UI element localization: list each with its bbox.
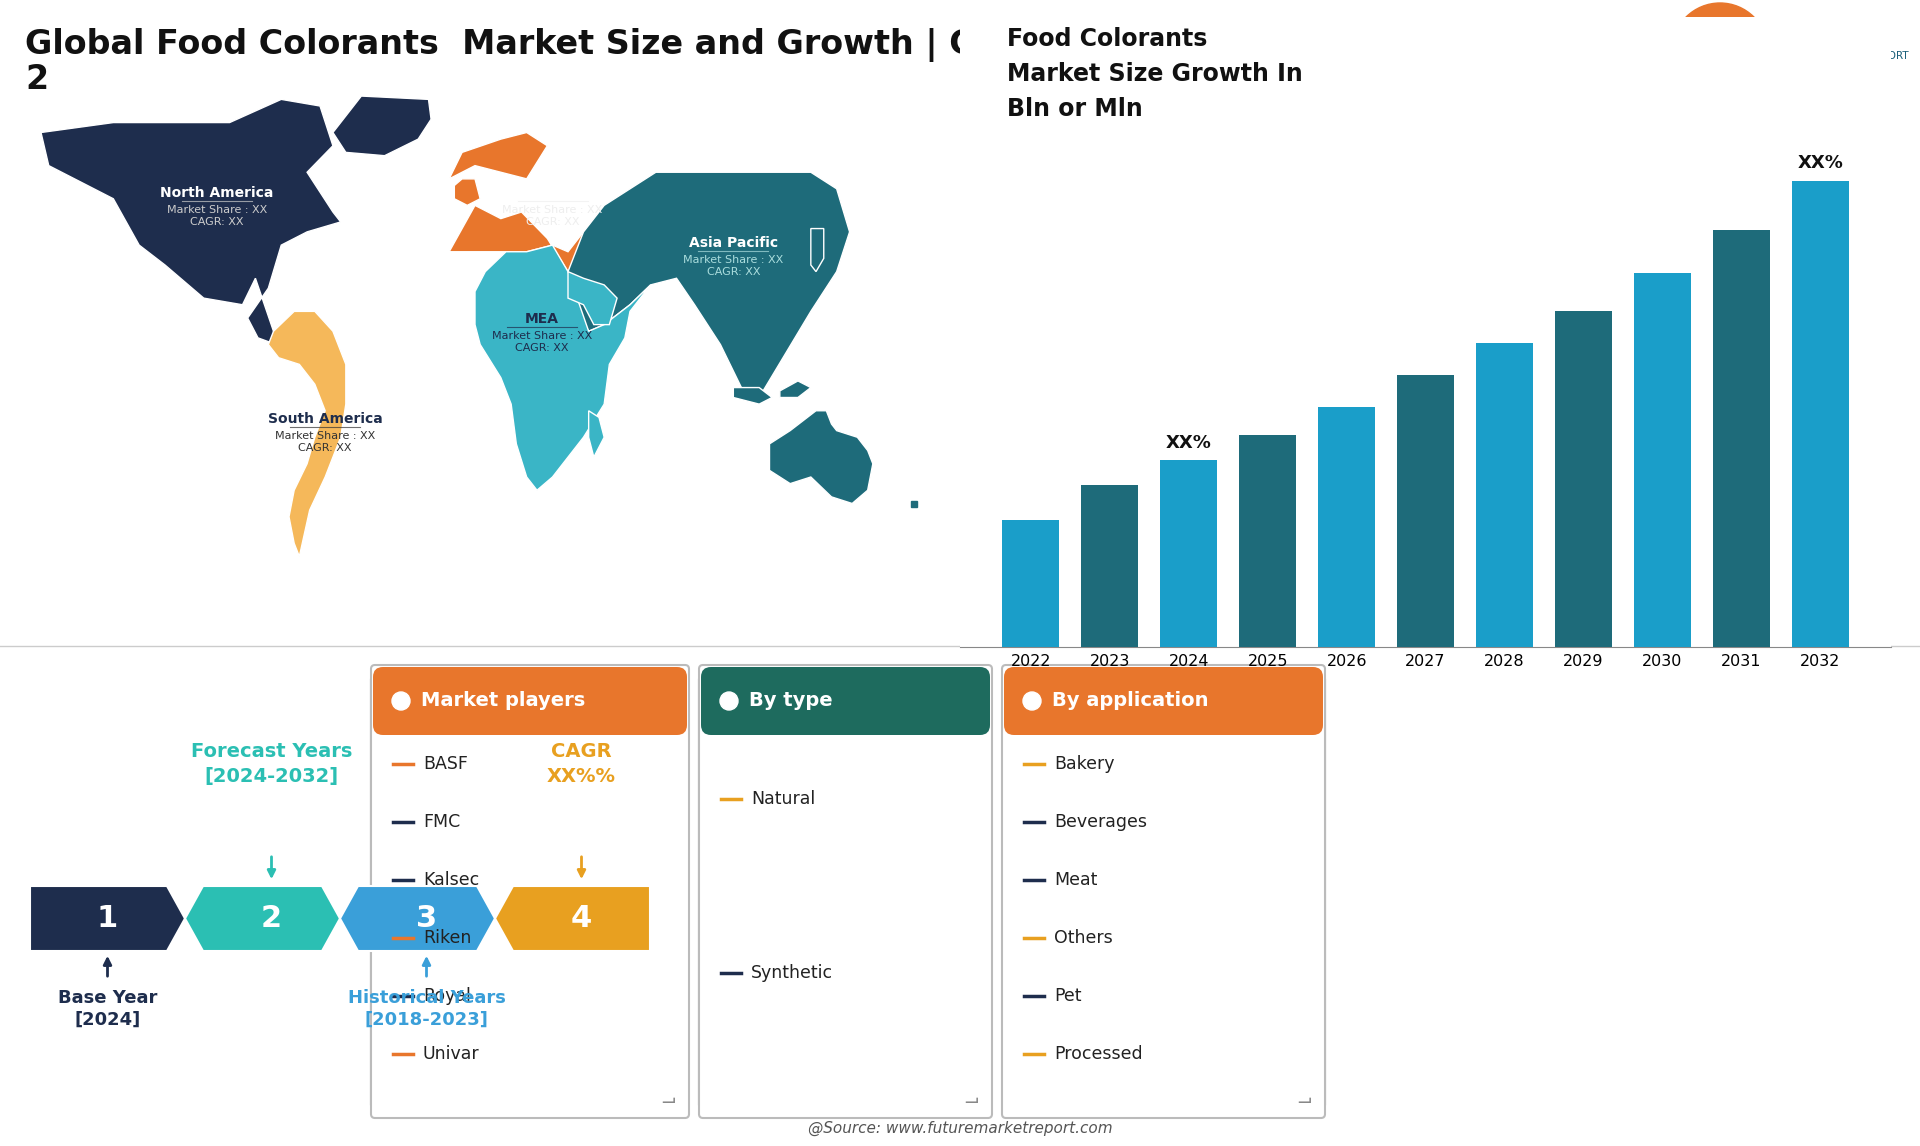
FancyBboxPatch shape bbox=[1004, 667, 1323, 735]
Circle shape bbox=[1023, 692, 1041, 711]
Text: CAGR: XX: CAGR: XX bbox=[515, 344, 568, 353]
Text: Global Food Colorants  Market Size and Growth | CAGR Forecast 2024-203: Global Food Colorants Market Size and Gr… bbox=[25, 28, 1413, 62]
Polygon shape bbox=[474, 245, 651, 490]
Bar bbox=[1713, 230, 1770, 647]
Text: 2: 2 bbox=[25, 63, 48, 96]
Text: 2: 2 bbox=[261, 904, 282, 933]
Text: CAGR: XX: CAGR: XX bbox=[298, 442, 351, 453]
FancyBboxPatch shape bbox=[372, 667, 687, 735]
Polygon shape bbox=[40, 100, 340, 345]
Text: By application: By application bbox=[1052, 691, 1208, 711]
Bar bbox=[1319, 407, 1375, 647]
Text: Kalsec: Kalsec bbox=[422, 871, 480, 889]
Polygon shape bbox=[568, 272, 616, 324]
Text: @Source: www.futuremarketreport.com: @Source: www.futuremarketreport.com bbox=[808, 1121, 1112, 1136]
Circle shape bbox=[392, 692, 411, 711]
Text: Pet: Pet bbox=[1054, 987, 1081, 1005]
Text: Historical Years
[2018-2023]: Historical Years [2018-2023] bbox=[348, 989, 505, 1029]
Text: Base Year
[2024]: Base Year [2024] bbox=[58, 989, 157, 1029]
Bar bbox=[1555, 312, 1613, 647]
FancyBboxPatch shape bbox=[699, 665, 993, 1118]
Polygon shape bbox=[269, 312, 346, 557]
Bar bbox=[1398, 375, 1453, 647]
Polygon shape bbox=[449, 172, 837, 272]
Text: Beverages: Beverages bbox=[1054, 814, 1146, 831]
Text: ✦: ✦ bbox=[1707, 37, 1732, 65]
Polygon shape bbox=[455, 179, 480, 205]
Bar bbox=[1238, 435, 1296, 647]
Text: Meat: Meat bbox=[1054, 871, 1098, 889]
Text: 1: 1 bbox=[96, 904, 119, 933]
Text: BASF: BASF bbox=[422, 755, 468, 774]
Text: FMR: FMR bbox=[1778, 24, 1836, 48]
Text: Europe: Europe bbox=[524, 187, 580, 201]
Polygon shape bbox=[733, 387, 772, 405]
Text: XX%: XX% bbox=[1797, 154, 1843, 172]
Text: 4: 4 bbox=[570, 904, 591, 933]
Text: ⌐: ⌐ bbox=[1292, 1089, 1309, 1108]
Text: Forecast Years
[2024-2032]: Forecast Years [2024-2032] bbox=[190, 741, 351, 786]
Polygon shape bbox=[184, 886, 340, 951]
Text: Natural: Natural bbox=[751, 790, 816, 808]
Bar bbox=[1476, 344, 1532, 647]
FancyBboxPatch shape bbox=[371, 665, 689, 1118]
Text: South America: South America bbox=[267, 411, 382, 425]
Text: FUTURE MARKET REPORT: FUTURE MARKET REPORT bbox=[1778, 52, 1908, 61]
Bar bbox=[1160, 460, 1217, 647]
Text: By type: By type bbox=[749, 691, 833, 711]
Text: FMC: FMC bbox=[422, 814, 461, 831]
Text: Market players: Market players bbox=[420, 691, 586, 711]
Polygon shape bbox=[31, 886, 184, 951]
Text: Market Share : XX: Market Share : XX bbox=[167, 205, 267, 215]
Text: XX%: XX% bbox=[1165, 433, 1212, 452]
Bar bbox=[1791, 181, 1849, 647]
Text: Royal: Royal bbox=[422, 987, 470, 1005]
Text: Others: Others bbox=[1054, 929, 1114, 947]
Polygon shape bbox=[332, 96, 432, 156]
Polygon shape bbox=[810, 228, 824, 272]
Bar bbox=[1081, 485, 1139, 647]
Text: ⌐: ⌐ bbox=[657, 1089, 674, 1108]
FancyBboxPatch shape bbox=[701, 667, 991, 735]
Circle shape bbox=[720, 692, 737, 711]
Polygon shape bbox=[495, 886, 651, 951]
Polygon shape bbox=[589, 410, 605, 457]
Text: Bakery: Bakery bbox=[1054, 755, 1114, 774]
Text: North America: North America bbox=[159, 187, 273, 201]
Bar bbox=[1634, 273, 1692, 647]
Bar bbox=[1002, 520, 1060, 647]
Text: CAGR: XX: CAGR: XX bbox=[526, 218, 580, 227]
Text: Market Share : XX: Market Share : XX bbox=[684, 256, 783, 265]
Text: MEA: MEA bbox=[526, 312, 559, 327]
Text: Synthetic: Synthetic bbox=[751, 964, 833, 982]
Text: 3: 3 bbox=[417, 904, 438, 933]
Text: Food Colorants
Market Size Growth In
Bln or Mln: Food Colorants Market Size Growth In Bln… bbox=[1008, 26, 1304, 121]
Text: Market Share : XX: Market Share : XX bbox=[275, 431, 374, 440]
Text: CAGR: XX: CAGR: XX bbox=[707, 267, 760, 277]
Text: Market Share : XX: Market Share : XX bbox=[503, 205, 603, 215]
Polygon shape bbox=[780, 380, 810, 398]
Text: CAGR: XX: CAGR: XX bbox=[190, 218, 244, 227]
Text: Riken: Riken bbox=[422, 929, 472, 947]
Polygon shape bbox=[568, 172, 849, 398]
FancyBboxPatch shape bbox=[1002, 665, 1325, 1118]
Text: CAGR
XX%%: CAGR XX%% bbox=[547, 741, 616, 786]
Polygon shape bbox=[449, 133, 547, 179]
Polygon shape bbox=[340, 886, 495, 951]
Text: ⌐: ⌐ bbox=[960, 1089, 975, 1108]
Text: Univar: Univar bbox=[422, 1044, 480, 1062]
Text: Processed: Processed bbox=[1054, 1044, 1142, 1062]
Polygon shape bbox=[770, 410, 874, 503]
Text: Market Share : XX: Market Share : XX bbox=[492, 331, 591, 342]
Text: Asia Pacific: Asia Pacific bbox=[689, 236, 778, 250]
Circle shape bbox=[1672, 3, 1768, 99]
